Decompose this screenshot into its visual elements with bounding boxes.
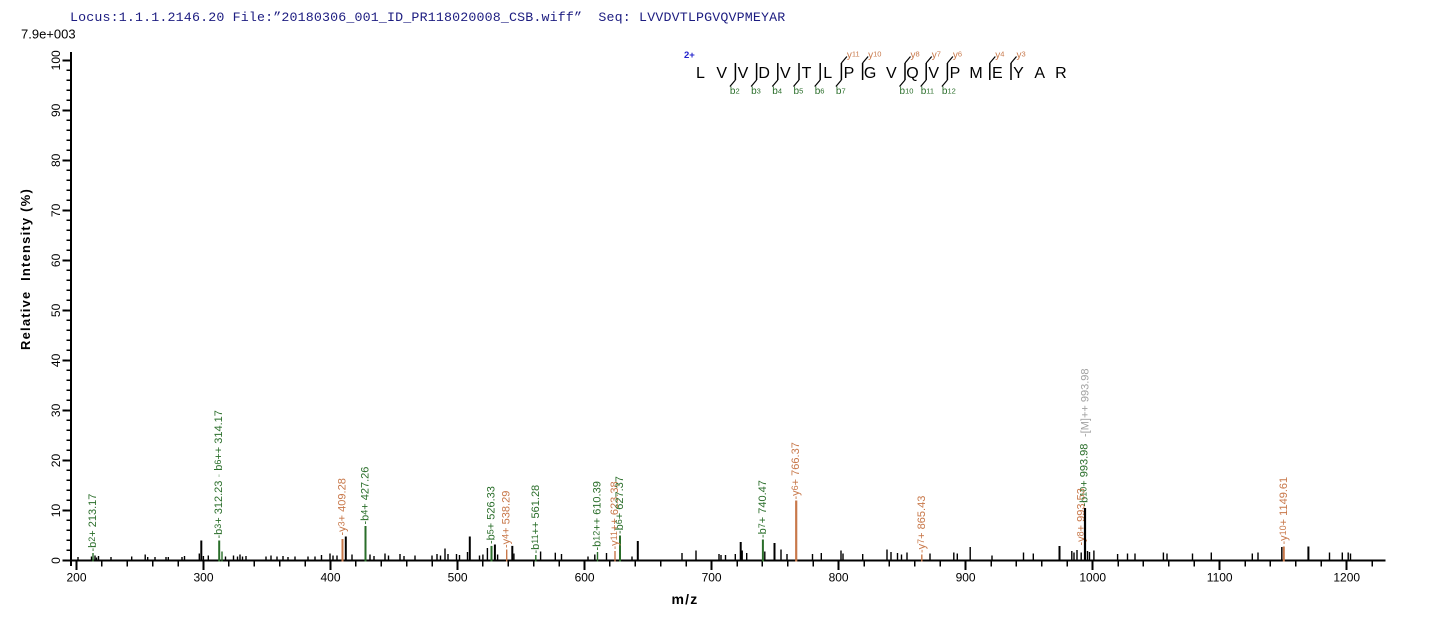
svg-text:-y6+ 766.37: -y6+ 766.37 bbox=[790, 442, 802, 499]
svg-text:-y3+ 409.28: -y3+ 409.28 bbox=[337, 478, 349, 535]
svg-text:y6: y6 bbox=[953, 50, 962, 62]
svg-text:-b2+ 213.17: -b2+ 213.17 bbox=[87, 494, 99, 552]
svg-text:V: V bbox=[780, 65, 791, 82]
svg-text:Locus:1.1.1.2146.20 File:”2018: Locus:1.1.1.2146.20 File:”20180306_001_I… bbox=[70, 10, 785, 25]
svg-text:b6: b6 bbox=[815, 86, 825, 97]
svg-text:-b11++ 561.28: -b11++ 561.28 bbox=[530, 485, 542, 554]
svg-text:-b6+ 627.37: -b6+ 627.37 bbox=[614, 476, 626, 534]
svg-text:D: D bbox=[758, 65, 770, 82]
svg-text:-y11++ 623.38: -y11++ 623.38 bbox=[609, 481, 621, 549]
svg-text:300: 300 bbox=[193, 571, 213, 585]
svg-text:b4: b4 bbox=[772, 86, 782, 97]
svg-text:200: 200 bbox=[66, 571, 86, 585]
svg-text:-b4+ 427.26: -b4+ 427.26 bbox=[360, 467, 372, 525]
svg-text:M: M bbox=[969, 65, 982, 82]
svg-text:-[M]++ 993.98: -[M]++ 993.98 bbox=[1080, 369, 1092, 438]
svg-text:7.9e+003: 7.9e+003 bbox=[21, 27, 76, 42]
svg-text:900: 900 bbox=[956, 571, 976, 585]
svg-text:b5: b5 bbox=[794, 86, 804, 97]
svg-text:L: L bbox=[823, 65, 832, 82]
svg-text:V: V bbox=[928, 65, 939, 82]
svg-text:V: V bbox=[738, 65, 749, 82]
svg-text:b7: b7 bbox=[836, 86, 846, 97]
svg-text:40: 40 bbox=[49, 353, 63, 367]
svg-text:700: 700 bbox=[702, 571, 722, 585]
svg-text:y10: y10 bbox=[868, 50, 881, 62]
svg-text:100: 100 bbox=[49, 50, 63, 70]
svg-text:A: A bbox=[1034, 65, 1045, 82]
svg-text:-b10+ 993.98: -b10+ 993.98 bbox=[1079, 444, 1091, 507]
svg-text:T: T bbox=[802, 65, 812, 82]
svg-text:R: R bbox=[1055, 65, 1067, 82]
svg-text:G: G bbox=[864, 65, 876, 82]
svg-text:m/z: m/z bbox=[672, 591, 699, 607]
svg-text:1100: 1100 bbox=[1207, 571, 1233, 585]
svg-text:-y10+ 1149.61: -y10+ 1149.61 bbox=[1278, 477, 1290, 545]
svg-text:80: 80 bbox=[49, 153, 63, 167]
svg-text:400: 400 bbox=[320, 571, 340, 585]
svg-text:2+: 2+ bbox=[684, 50, 695, 61]
svg-text:V: V bbox=[716, 65, 727, 82]
svg-text:-b12++ 610.39: -b12++ 610.39 bbox=[592, 481, 604, 550]
svg-text:b12: b12 bbox=[942, 86, 956, 97]
svg-text:y4: y4 bbox=[995, 50, 1004, 62]
svg-text:-b3+ 312.23 - b6++ 314.17: -b3+ 312.23 - b6++ 314.17 bbox=[213, 410, 225, 538]
svg-text:70: 70 bbox=[49, 203, 63, 217]
svg-text:600: 600 bbox=[575, 571, 595, 585]
svg-text:0: 0 bbox=[49, 557, 63, 564]
svg-text:50: 50 bbox=[49, 303, 63, 317]
svg-text:-b5+ 526.33: -b5+ 526.33 bbox=[486, 486, 498, 544]
svg-text:b2: b2 bbox=[730, 86, 740, 97]
svg-text:20: 20 bbox=[49, 454, 63, 468]
svg-text:y11: y11 bbox=[847, 50, 860, 62]
svg-text:-y7+ 865.43: -y7+ 865.43 bbox=[916, 496, 928, 553]
svg-text:10: 10 bbox=[49, 504, 63, 518]
svg-text:b11: b11 bbox=[921, 86, 934, 97]
svg-text:V: V bbox=[886, 65, 897, 82]
svg-text:P: P bbox=[950, 65, 961, 82]
svg-text:800: 800 bbox=[829, 571, 849, 585]
svg-text:y7: y7 bbox=[932, 50, 941, 62]
svg-text:1000: 1000 bbox=[1079, 571, 1106, 585]
svg-text:500: 500 bbox=[448, 571, 468, 585]
svg-text:Y: Y bbox=[1013, 65, 1024, 82]
svg-text:-y4+ 538.29: -y4+ 538.29 bbox=[501, 491, 513, 548]
svg-text:-b7+ 740.47: -b7+ 740.47 bbox=[757, 480, 769, 538]
svg-text:b10: b10 bbox=[900, 86, 914, 97]
svg-text:y3: y3 bbox=[1017, 50, 1026, 62]
svg-text:L: L bbox=[696, 65, 705, 82]
svg-text:P: P bbox=[844, 65, 855, 82]
svg-text:Relative Intensity (%): Relative Intensity (%) bbox=[18, 188, 33, 350]
svg-text:30: 30 bbox=[49, 403, 63, 417]
svg-text:b3: b3 bbox=[751, 86, 761, 97]
svg-text:90: 90 bbox=[49, 103, 63, 117]
svg-text:E: E bbox=[992, 65, 1003, 82]
svg-text:1200: 1200 bbox=[1333, 571, 1360, 585]
svg-text:60: 60 bbox=[49, 253, 63, 267]
svg-text:y8: y8 bbox=[911, 50, 920, 62]
svg-text:Q: Q bbox=[906, 65, 918, 82]
